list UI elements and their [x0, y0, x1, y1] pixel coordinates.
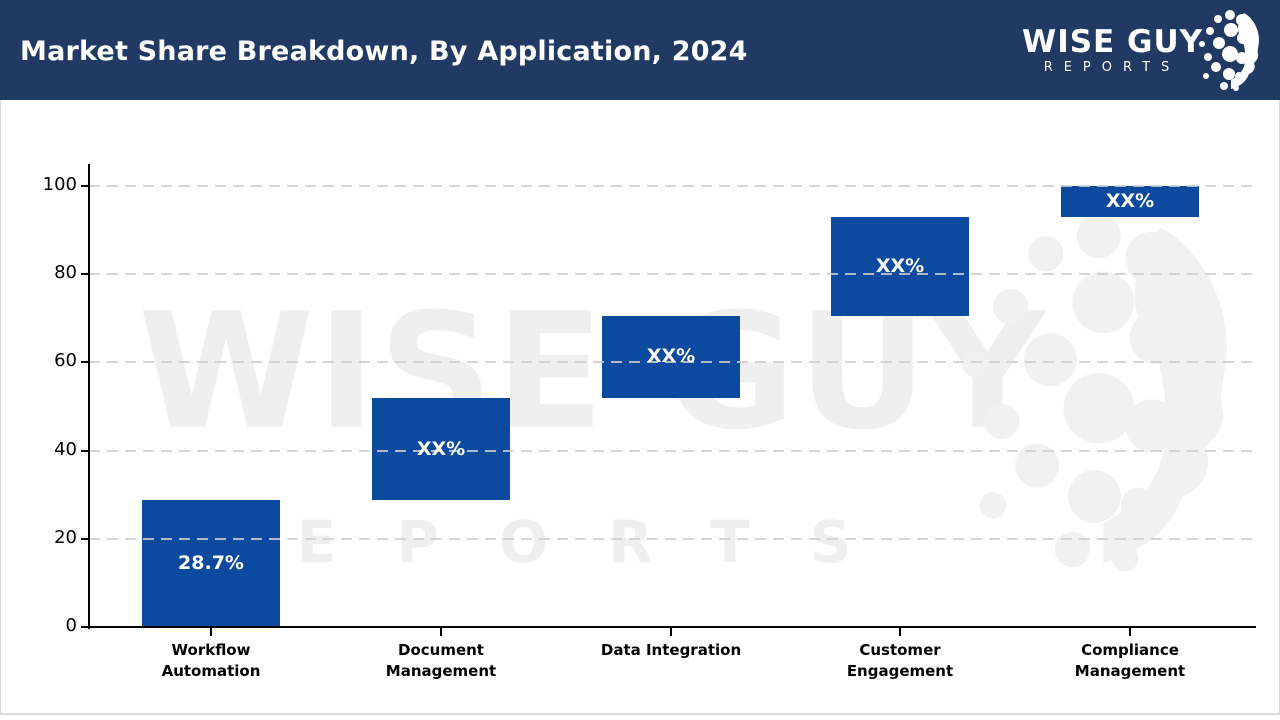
- x-tick-1: [440, 628, 442, 636]
- y-tick-40: [81, 449, 89, 452]
- x-tick-label-2: Data Integration: [600, 641, 742, 659]
- gridline-40: [89, 449, 1256, 452]
- y-tick-label-80: 80: [54, 262, 77, 284]
- x-tick-label-0: Workflow Automation: [161, 641, 261, 680]
- y-tick-0: [81, 626, 89, 628]
- gridline-60: [89, 361, 1256, 364]
- x-tick-label-3: Customer Engagement: [846, 641, 954, 680]
- y-tick-20: [81, 537, 89, 540]
- y-tick-100: [81, 185, 89, 187]
- y-tick-80: [81, 273, 89, 276]
- bottom-rule: [0, 713, 1280, 715]
- x-tick-3: [899, 628, 901, 636]
- bar-data-integration: [602, 316, 740, 398]
- bar-value-label-data-integration: XX%: [646, 345, 696, 368]
- y-tick-60: [81, 361, 89, 364]
- bar-customer-engagement: [831, 216, 969, 317]
- bar-value-label-workflow-automation: 28.7%: [178, 552, 244, 575]
- gridline-100: [89, 185, 1256, 187]
- wise-guy-reports-logo: WISE GUY REPORTS: [1022, 8, 1262, 92]
- logo-subtitle: REPORTS: [1043, 60, 1181, 75]
- y-tick-label-0: 0: [65, 615, 77, 636]
- logo-text: WISE GUY REPORTS: [1022, 24, 1204, 75]
- y-tick-label-20: 20: [54, 526, 77, 548]
- bar-value-label-customer-engagement: XX%: [875, 254, 925, 277]
- bar-value-label-document-management: XX%: [416, 437, 466, 460]
- x-tick-label-4: Compliance Management: [1074, 641, 1186, 680]
- x-tick-2: [670, 628, 672, 636]
- y-tick-label-100: 100: [42, 174, 77, 195]
- y-tick-label-60: 60: [54, 350, 77, 372]
- gridline-80: [89, 273, 1256, 276]
- bar-compliance-management: [1061, 186, 1199, 217]
- bar-document-management: [372, 397, 510, 501]
- page-title: Market Share Breakdown, By Application, …: [20, 36, 748, 67]
- x-axis-line: [88, 626, 1256, 628]
- x-tick-label-1: Document Management: [385, 641, 497, 680]
- bar-value-label-compliance-management: XX%: [1105, 190, 1155, 212]
- y-axis-line: [88, 164, 90, 629]
- y-tick-label-40: 40: [54, 438, 77, 460]
- x-tick-0: [210, 628, 212, 636]
- logo-head-icon: [1199, 10, 1259, 91]
- x-tick-4: [1129, 628, 1131, 636]
- logo-wordmark: WISE GUY: [1022, 24, 1204, 60]
- header-band: Market Share Breakdown, By Application, …: [0, 0, 1280, 100]
- bar-workflow-automation: [142, 500, 280, 627]
- gridline-20: [89, 537, 1256, 540]
